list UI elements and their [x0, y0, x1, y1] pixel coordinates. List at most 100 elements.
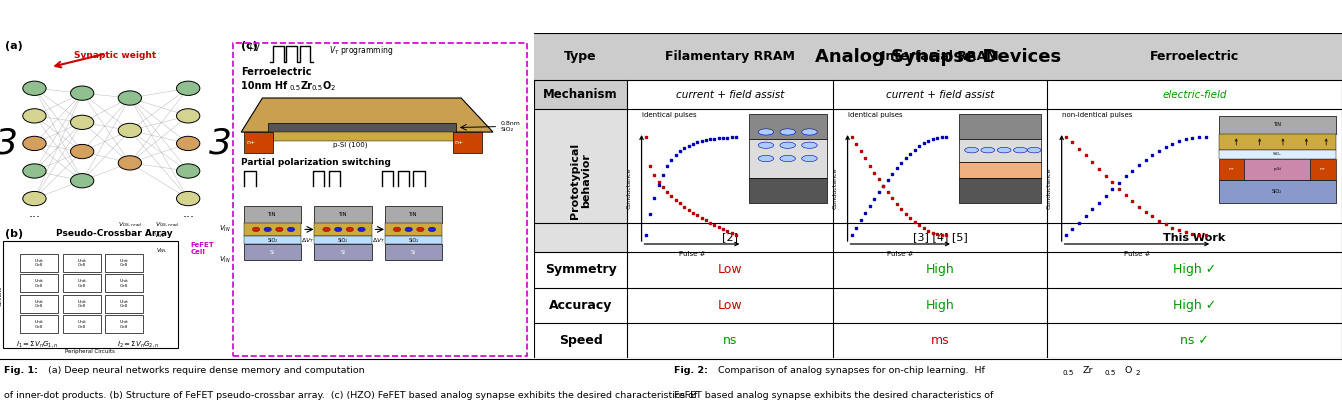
Circle shape	[118, 91, 141, 105]
Text: SiO₂: SiO₂	[1272, 152, 1282, 156]
Text: SiO₂: SiO₂	[338, 238, 348, 243]
Bar	[105, 295, 144, 313]
Circle shape	[965, 147, 978, 153]
Circle shape	[252, 227, 260, 231]
Bar	[314, 236, 372, 244]
Circle shape	[71, 174, 94, 188]
Text: Interfacial RRAM: Interfacial RRAM	[882, 50, 998, 63]
Text: identical pulses: identical pulses	[641, 112, 696, 118]
Bar	[267, 132, 456, 141]
Bar	[749, 114, 827, 139]
Text: Pseudo-Crossbar Array: Pseudo-Crossbar Array	[55, 229, 172, 238]
Text: Filamentary RRAM: Filamentary RRAM	[666, 50, 794, 63]
Circle shape	[334, 227, 342, 231]
Circle shape	[346, 227, 353, 231]
Text: $\Delta V_T$: $\Delta V_T$	[301, 236, 315, 246]
Bar	[385, 244, 442, 260]
Text: 0.5: 0.5	[1104, 370, 1117, 376]
Text: High: High	[926, 299, 954, 311]
Circle shape	[323, 227, 330, 231]
Circle shape	[758, 129, 774, 135]
Bar	[244, 206, 301, 223]
Bar	[20, 274, 58, 292]
Text: Conductance: Conductance	[627, 167, 631, 209]
Bar	[1219, 134, 1335, 149]
Circle shape	[801, 142, 817, 148]
Text: $I_1 = \Sigma V_n G_{1,n}$: $I_1 = \Sigma V_n G_{1,n}$	[16, 339, 58, 349]
Text: 10nm Hf: 10nm Hf	[242, 81, 287, 91]
Text: 3: 3	[208, 126, 231, 160]
Bar	[960, 178, 1040, 203]
Text: TiN: TiN	[338, 212, 348, 217]
Text: SiO₂: SiO₂	[1272, 189, 1282, 194]
Text: Unit
Cell: Unit Cell	[35, 279, 44, 288]
Bar	[1310, 158, 1335, 180]
Text: ...: ...	[28, 207, 40, 220]
Bar	[244, 244, 301, 260]
Circle shape	[780, 142, 796, 148]
Text: Symmetry: Symmetry	[545, 263, 616, 276]
Text: TiN: TiN	[409, 212, 417, 217]
Text: Zr: Zr	[301, 81, 313, 91]
Text: $V_{IN}$: $V_{IN}$	[219, 224, 231, 234]
Text: SiO₂: SiO₂	[267, 238, 278, 243]
Bar	[3, 241, 177, 348]
Text: +V: +V	[247, 44, 260, 53]
Bar	[20, 295, 58, 313]
Text: Unit
Cell: Unit Cell	[78, 259, 86, 267]
Circle shape	[428, 227, 436, 231]
Text: [2]: [2]	[722, 233, 738, 242]
Bar	[105, 316, 144, 333]
Bar	[63, 254, 101, 272]
Bar	[1219, 158, 1244, 180]
Text: Conductance: Conductance	[832, 167, 837, 209]
Text: 0.8nm: 0.8nm	[501, 122, 521, 126]
Circle shape	[275, 227, 283, 231]
Bar	[20, 316, 58, 333]
Circle shape	[264, 227, 271, 231]
Bar	[105, 274, 144, 292]
Circle shape	[177, 164, 200, 178]
Bar	[1219, 149, 1335, 158]
Circle shape	[71, 86, 94, 100]
Circle shape	[393, 227, 401, 231]
Text: n+: n+	[1228, 167, 1235, 171]
Text: Mechanism: Mechanism	[544, 88, 617, 101]
Text: [3] [4] [5]: [3] [4] [5]	[913, 233, 968, 242]
Bar	[267, 123, 456, 132]
Polygon shape	[242, 98, 493, 132]
Text: Unit
Cell: Unit Cell	[35, 259, 44, 267]
Text: FeFET based analog synapse exhibits the desired characteristics of: FeFET based analog synapse exhibits the …	[674, 391, 993, 400]
Circle shape	[287, 227, 295, 231]
Text: $V_{GS,read}$: $V_{GS,read}$	[154, 221, 180, 229]
Bar	[385, 206, 442, 223]
Text: n+: n+	[247, 140, 256, 145]
Circle shape	[780, 129, 796, 135]
Bar	[20, 254, 58, 272]
Text: ns: ns	[723, 334, 737, 347]
Text: O: O	[1125, 366, 1131, 375]
Text: Si: Si	[270, 250, 275, 255]
Text: Analog Synapse Devices: Analog Synapse Devices	[815, 48, 1062, 65]
Bar	[314, 206, 372, 223]
Bar	[244, 132, 272, 153]
Bar	[1219, 116, 1335, 134]
Text: Pulse #: Pulse #	[1123, 251, 1150, 257]
Text: 0.5: 0.5	[311, 85, 322, 91]
Circle shape	[118, 156, 141, 170]
Bar	[749, 139, 827, 178]
Bar	[385, 223, 442, 236]
Text: High ✓: High ✓	[1173, 299, 1216, 311]
Circle shape	[780, 156, 796, 162]
Text: $V_{IN}$: $V_{IN}$	[219, 255, 231, 265]
Circle shape	[177, 191, 200, 206]
Text: Accuracy: Accuracy	[549, 299, 612, 311]
Text: Unit
Cell: Unit Cell	[119, 320, 129, 328]
Text: 0.5: 0.5	[1063, 370, 1075, 376]
Bar	[960, 114, 1040, 139]
Bar	[960, 162, 1040, 178]
Text: Motivation: FeFET for Neuromorphic Hardware Accelerator: Motivation: FeFET for Neuromorphic Hardw…	[11, 9, 497, 24]
Text: Ferroelectric: Ferroelectric	[1150, 50, 1239, 63]
Text: current + field assist: current + field assist	[676, 90, 784, 100]
Text: Conductance: Conductance	[1047, 167, 1051, 209]
